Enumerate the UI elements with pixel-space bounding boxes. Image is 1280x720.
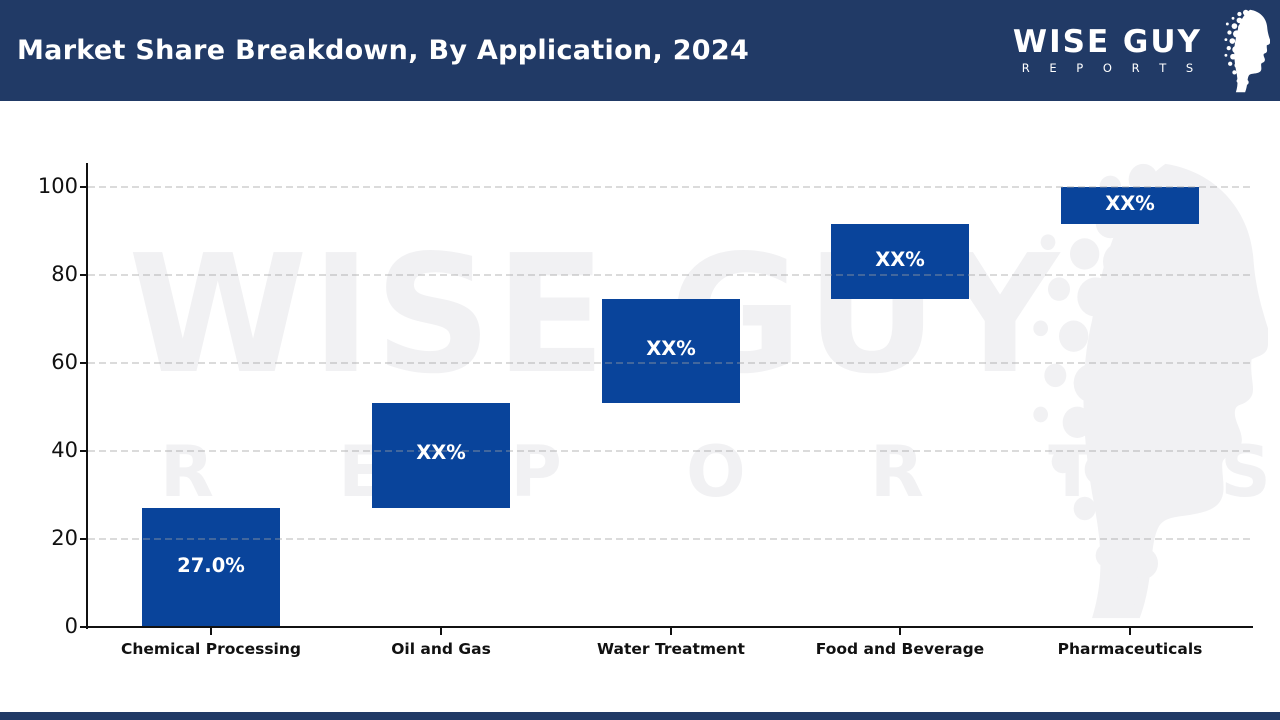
y-axis-spine: [86, 163, 88, 629]
y-tick-80: [80, 274, 88, 276]
wise-guy-logo: WISE GUY R E P O R T S: [1013, 8, 1270, 94]
watermark-face-icon: [1033, 163, 1268, 619]
y-tick-label-60: 60: [51, 350, 78, 374]
x-tick-chemical-processing: [210, 627, 212, 635]
y-tick-label-80: 80: [51, 262, 78, 286]
x-tick-label-water-treatment: Water Treatment: [597, 640, 745, 658]
bar-water-treatment: [602, 299, 740, 403]
y-tick-40: [80, 450, 88, 452]
x-axis-spine: [86, 626, 1253, 628]
x-tick-food-and-beverage: [899, 627, 901, 635]
gridline-80: [88, 274, 1253, 276]
gridline-100: [88, 186, 1253, 188]
page-title: Market Share Breakdown, By Application, …: [17, 35, 750, 66]
bar-pharmaceuticals: [1061, 187, 1199, 225]
gridline-60: [88, 362, 1253, 364]
y-tick-20: [80, 538, 88, 540]
bar-value-label-oil-and-gas: XX%: [416, 441, 466, 465]
x-tick-label-food-and-beverage: Food and Beverage: [815, 640, 985, 658]
wise-guy-face-icon: [1224, 9, 1270, 92]
y-tick-0: [80, 626, 88, 628]
x-tick-label-chemical-processing: Chemical Processing: [121, 640, 301, 658]
x-tick-label-oil-and-gas: Oil and Gas: [391, 640, 491, 658]
gridline-20: [88, 538, 1253, 540]
footer-bar: [0, 712, 1280, 720]
y-tick-label-40: 40: [51, 438, 78, 462]
y-tick-label-0: 0: [64, 614, 78, 638]
bar-food-and-beverage: [831, 224, 969, 300]
bar-value-label-food-and-beverage: XX%: [875, 247, 925, 271]
logo-text: WISE GUY R E P O R T S: [1012, 23, 1202, 75]
x-tick-water-treatment: [670, 627, 672, 635]
bar-chemical-processing: [142, 508, 280, 627]
y-tick-100: [80, 186, 88, 188]
bar-value-label-water-treatment: XX%: [646, 336, 696, 360]
y-tick-label-100: 100: [37, 174, 78, 198]
logo-secondary-text: R E P O R T S: [1021, 60, 1202, 75]
bar-oil-and-gas: [372, 402, 510, 509]
y-tick-60: [80, 362, 88, 364]
chart-area: WISE GUY R E P O R T S 0 20 40 60 80 100 27.0%…: [0, 101, 1280, 712]
header: Market Share Breakdown, By Application, …: [0, 0, 1280, 101]
gridline-40: [88, 450, 1253, 452]
bar-value-label-pharmaceuticals: XX%: [1105, 191, 1155, 215]
logo-primary-text: WISE GUY: [1012, 23, 1202, 60]
y-tick-label-20: 20: [51, 526, 78, 550]
x-tick-oil-and-gas: [440, 627, 442, 635]
bar-value-label-chemical-processing: 27.0%: [177, 553, 245, 577]
x-tick-pharmaceuticals: [1129, 627, 1131, 635]
x-tick-label-pharmaceuticals: Pharmaceuticals: [1057, 640, 1203, 658]
